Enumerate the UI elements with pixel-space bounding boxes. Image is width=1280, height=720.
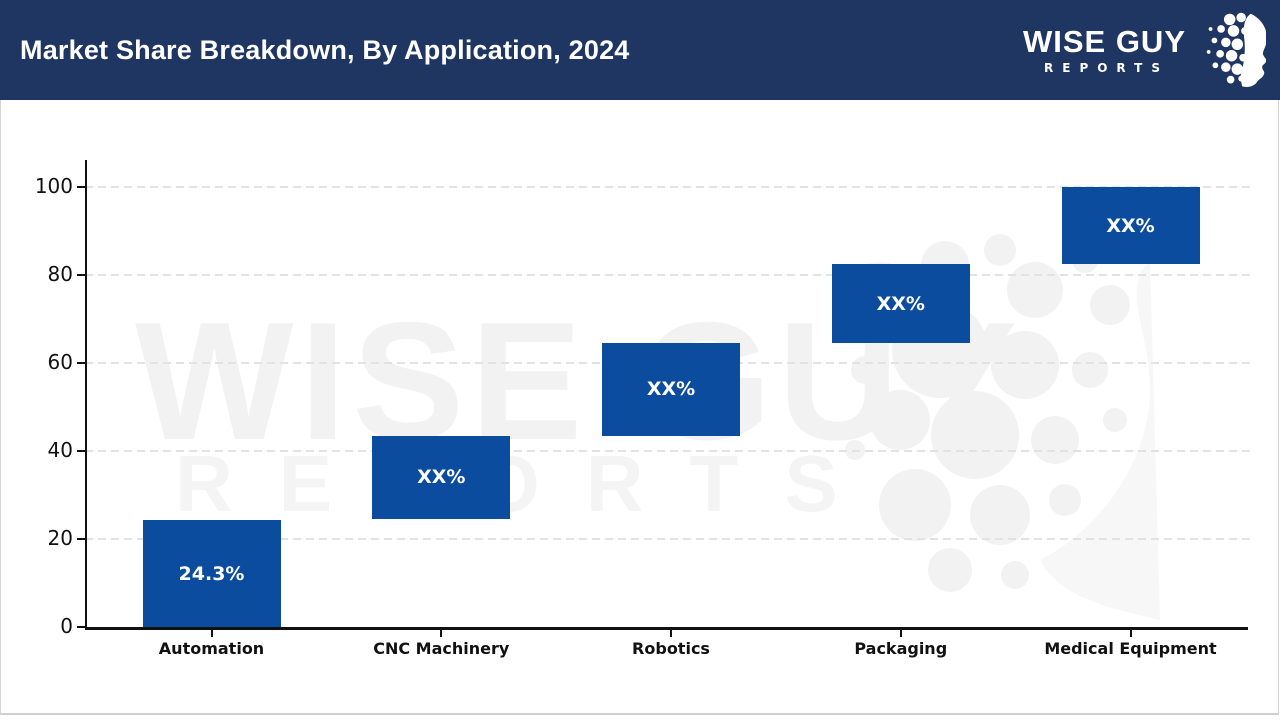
y-axis-label-20: 20 xyxy=(47,526,73,550)
bar-automation: 24.3% xyxy=(142,520,281,627)
brand-logo: WISE GUY REPORTS xyxy=(1023,9,1280,91)
y-axis-tick-0 xyxy=(77,626,85,628)
y-axis-tick-60 xyxy=(77,362,85,364)
gridline-100 xyxy=(85,186,1250,188)
y-axis-label-80: 80 xyxy=(47,262,73,286)
y-axis-label-60: 60 xyxy=(47,350,73,374)
bar-packaging: XX% xyxy=(831,264,970,344)
y-axis-label-40: 40 xyxy=(47,438,73,462)
x-axis-label-1: CNC Machinery xyxy=(373,639,510,658)
bar-value-label: XX% xyxy=(1106,214,1155,237)
gridline-40 xyxy=(85,450,1250,452)
gridline-80 xyxy=(85,274,1250,276)
brand-logo-text: WISE GUY REPORTS xyxy=(1023,26,1186,74)
y-axis-line xyxy=(85,160,87,629)
x-axis-label-2: Robotics xyxy=(632,639,710,658)
x-axis-label-3: Packaging xyxy=(854,639,948,658)
bar-robotics: XX% xyxy=(602,343,740,436)
brand-logo-line1: WISE GUY xyxy=(1022,24,1186,59)
x-axis-tick-3 xyxy=(899,630,902,637)
y-axis-tick-80 xyxy=(77,274,85,276)
y-axis-tick-40 xyxy=(77,450,85,452)
y-axis-label-0: 0 xyxy=(60,614,73,638)
content-frame xyxy=(0,100,1279,715)
brand-logo-line2: REPORTS xyxy=(1044,61,1169,75)
header-bar: Market Share Breakdown, By Application, … xyxy=(0,0,1280,100)
y-axis-tick-20 xyxy=(77,538,85,540)
bar-value-label: XX% xyxy=(417,466,466,489)
y-axis-label-100: 100 xyxy=(34,174,73,198)
x-axis-tick-0 xyxy=(210,630,213,637)
gridline-20 xyxy=(85,538,1250,540)
x-axis-tick-1 xyxy=(440,630,443,637)
x-axis-tick-2 xyxy=(670,630,672,637)
bar-value-label: 24.3% xyxy=(178,562,245,585)
bar-value-label: XX% xyxy=(646,378,696,401)
bar-medical-equipment: XX% xyxy=(1061,187,1200,264)
x-axis-label-4: Medical Equipment xyxy=(1044,639,1217,658)
brand-face-icon xyxy=(1206,12,1266,88)
bar-cnc-machinery: XX% xyxy=(372,435,511,520)
x-axis-line xyxy=(85,627,1248,630)
x-axis-tick-4 xyxy=(1129,630,1132,637)
bar-value-label: XX% xyxy=(876,292,925,315)
x-axis-label-0: Automation xyxy=(158,639,265,658)
y-axis-tick-100 xyxy=(77,186,85,188)
page-title: Market Share Breakdown, By Application, … xyxy=(20,34,630,65)
